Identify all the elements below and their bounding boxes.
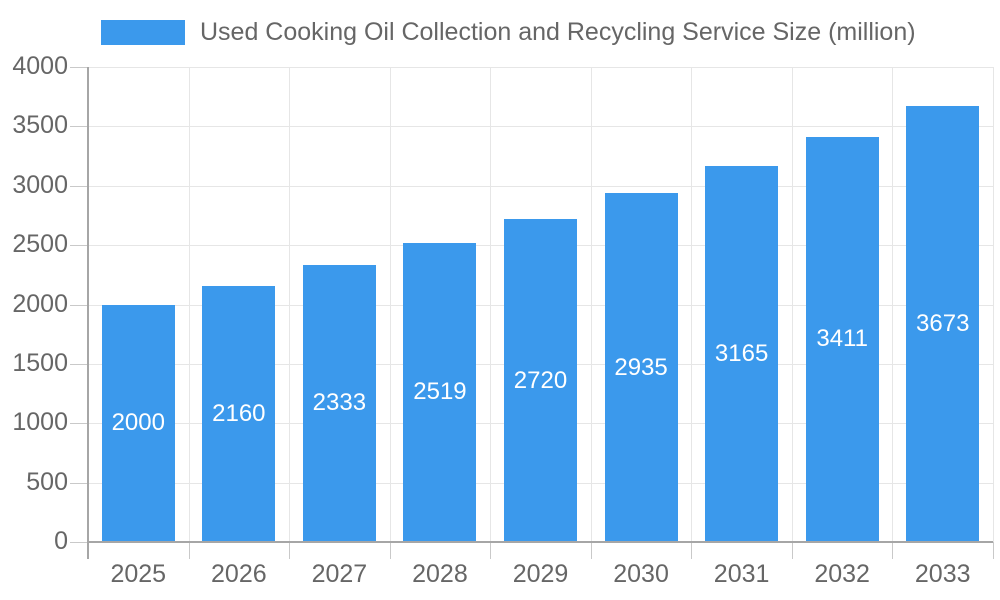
bar-value-label: 2720 bbox=[513, 366, 568, 394]
x-axis-label: 2028 bbox=[412, 560, 468, 588]
x-gridline bbox=[791, 67, 793, 542]
x-tick bbox=[993, 542, 994, 559]
bar-value-label: 2519 bbox=[413, 378, 467, 406]
bar[interactable] bbox=[805, 136, 879, 541]
x-gridline bbox=[490, 67, 492, 542]
bar-value-label: 3673 bbox=[916, 309, 970, 337]
y-axis-line bbox=[87, 67, 89, 559]
x-tick bbox=[691, 542, 693, 559]
x-axis-label: 2025 bbox=[110, 560, 167, 588]
bar[interactable] bbox=[302, 264, 376, 541]
y-tick-label: 3500 bbox=[12, 111, 68, 140]
x-axis-label: 2027 bbox=[311, 560, 368, 588]
x-tick bbox=[590, 542, 592, 559]
x-axis-label: 2033 bbox=[914, 560, 971, 588]
bar-value-label: 2935 bbox=[614, 353, 668, 381]
x-tick bbox=[892, 542, 894, 559]
y-tick-label: 4000 bbox=[12, 52, 68, 80]
bar-value-label: 3165 bbox=[714, 340, 769, 368]
y-tick bbox=[70, 245, 88, 247]
x-tick bbox=[289, 542, 291, 559]
y-tick-label: 500 bbox=[26, 467, 68, 496]
y-tick-label: 3000 bbox=[12, 170, 68, 199]
y-tick-label: 1000 bbox=[12, 408, 68, 437]
x-tick bbox=[490, 542, 492, 559]
y-tick bbox=[70, 185, 88, 187]
x-gridline bbox=[389, 67, 391, 542]
legend-swatch bbox=[101, 20, 185, 45]
bar[interactable] bbox=[202, 285, 276, 541]
x-axis-label: 2029 bbox=[512, 560, 569, 588]
y-gridline bbox=[88, 185, 993, 187]
y-tick bbox=[70, 542, 88, 543]
y-gridline bbox=[88, 67, 993, 68]
legend-item[interactable]: Used Cooking Oil Collection and Recyclin… bbox=[101, 18, 916, 47]
y-tick bbox=[70, 126, 88, 128]
x-gridline bbox=[289, 67, 291, 542]
y-tick-label: 1500 bbox=[12, 348, 68, 377]
legend-label: Used Cooking Oil Collection and Recyclin… bbox=[200, 18, 916, 46]
bar-value-label: 2160 bbox=[212, 399, 266, 427]
y-tick-label: 2500 bbox=[12, 230, 68, 259]
x-tick bbox=[188, 542, 190, 559]
x-gridline bbox=[590, 67, 592, 542]
bar-value-label: 3411 bbox=[816, 325, 868, 353]
bar-value-label: 2333 bbox=[312, 389, 367, 417]
x-tick bbox=[791, 542, 793, 559]
bar[interactable] bbox=[906, 105, 980, 541]
x-axis-line bbox=[87, 541, 993, 543]
x-gridline bbox=[892, 67, 894, 542]
bar-value-label: 2000 bbox=[111, 409, 165, 437]
y-tick-label: 0 bbox=[54, 527, 68, 555]
bar[interactable] bbox=[504, 219, 577, 541]
y-tick bbox=[70, 67, 88, 68]
y-tick bbox=[70, 304, 88, 306]
y-tick bbox=[70, 423, 88, 425]
x-gridline bbox=[691, 67, 693, 542]
x-axis-label: 2031 bbox=[713, 560, 770, 588]
y-tick-label: 2000 bbox=[12, 289, 68, 318]
bar[interactable] bbox=[403, 242, 477, 541]
x-axis-label: 2032 bbox=[814, 560, 870, 588]
y-tick bbox=[70, 482, 88, 484]
bar[interactable] bbox=[604, 193, 678, 541]
y-gridline bbox=[88, 126, 993, 128]
x-axis-label: 2030 bbox=[613, 560, 669, 588]
y-tick bbox=[70, 363, 88, 365]
x-gridline bbox=[993, 67, 994, 542]
x-tick bbox=[389, 542, 391, 559]
x-gridline bbox=[188, 67, 190, 542]
bar[interactable] bbox=[705, 166, 779, 541]
x-axis-label: 2026 bbox=[211, 560, 267, 588]
bar[interactable] bbox=[101, 304, 175, 541]
